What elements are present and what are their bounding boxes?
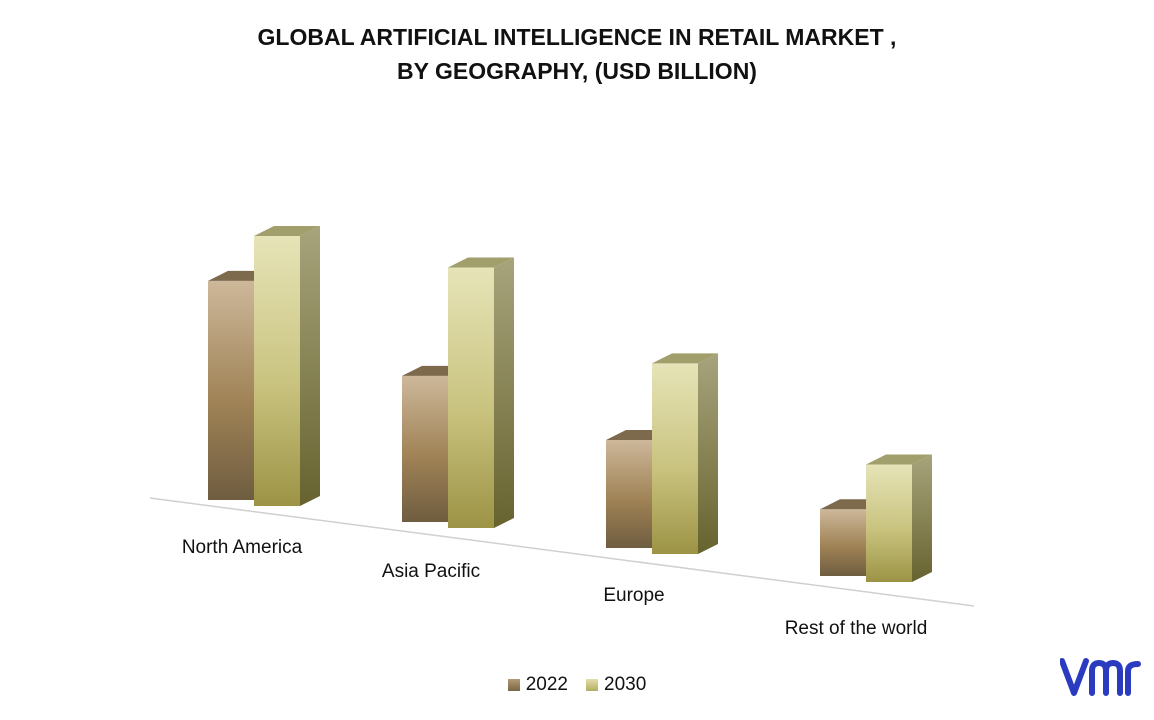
category-label-rest-of-the-world: Rest of the world: [785, 618, 928, 639]
bar-side-face: [698, 353, 718, 554]
bar-top-face: [866, 454, 932, 465]
bar-asia-pacific-2030: [448, 257, 514, 528]
bar-side-face: [300, 226, 320, 506]
bar-rest-of-the-world-2030: [866, 454, 932, 582]
legend-item-2030: 2030: [586, 674, 646, 696]
category-label-europe: Europe: [603, 585, 664, 606]
chart-title-line-1: GLOBAL ARTIFICIAL INTELLIGENCE IN RETAIL…: [257, 24, 897, 50]
bar-front-face: [402, 375, 448, 522]
bar-top-face: [254, 226, 320, 236]
category-label-north-america: North America: [182, 537, 303, 558]
legend-label-2022: 2022: [525, 674, 568, 695]
bar-top-face: [448, 257, 514, 268]
bar-front-face: [606, 440, 652, 548]
bar-front-face: [866, 464, 912, 582]
legend-item-2022: 2022: [507, 674, 568, 696]
bar-side-face: [912, 454, 932, 582]
bar-top-face: [652, 353, 718, 364]
vmr-logo: [1060, 658, 1141, 696]
bar-europe-2030: [652, 353, 718, 554]
bar-front-face: [820, 509, 866, 576]
bar-front-face: [208, 280, 254, 500]
legend-swatch-2022: [507, 679, 520, 691]
bar-front-face: [448, 267, 494, 528]
bar-side-face: [494, 257, 514, 528]
bar-front-face: [652, 363, 698, 554]
chart-title: GLOBAL ARTIFICIAL INTELLIGENCE IN RETAIL…: [0, 20, 1154, 88]
bar-north-america-2030: [254, 226, 320, 506]
bar-front-face: [254, 236, 300, 506]
legend-label-2030: 2030: [604, 674, 647, 695]
x-axis-line: [149, 497, 975, 607]
chart-title-line-2: BY GEOGRAPHY, (USD BILLION): [397, 58, 757, 84]
legend-swatch-2030: [586, 679, 598, 691]
category-label-asia-pacific: Asia Pacific: [382, 561, 480, 582]
legend: 2022 2030: [0, 674, 1154, 696]
